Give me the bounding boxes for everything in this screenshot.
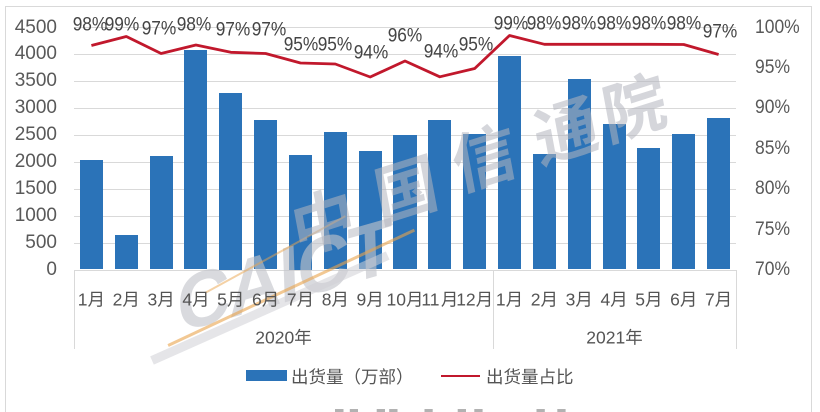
- svg-text:6: 6: [252, 290, 262, 310]
- svg-text:1: 1: [78, 290, 88, 310]
- svg-text:1: 1: [496, 290, 506, 310]
- svg-text:3: 3: [566, 290, 576, 310]
- svg-text:5: 5: [635, 290, 645, 310]
- svg-text:4: 4: [182, 290, 192, 310]
- svg-text:2021: 2021: [586, 328, 625, 348]
- svg-text:11: 11: [421, 290, 439, 310]
- svg-text:5: 5: [217, 290, 227, 310]
- svg-text:2020: 2020: [255, 328, 294, 348]
- svg-text:10: 10: [387, 290, 407, 310]
- svg-text:8: 8: [322, 290, 332, 310]
- svg-text:2: 2: [531, 290, 541, 310]
- svg-text:9: 9: [357, 290, 367, 310]
- svg-text:2: 2: [113, 290, 123, 310]
- svg-text:7: 7: [705, 290, 715, 310]
- svg-text:7: 7: [287, 290, 297, 310]
- svg-text:3: 3: [147, 290, 157, 310]
- svg-text:6: 6: [670, 290, 680, 310]
- svg-text:12: 12: [456, 290, 475, 310]
- svg-text:4: 4: [600, 290, 610, 310]
